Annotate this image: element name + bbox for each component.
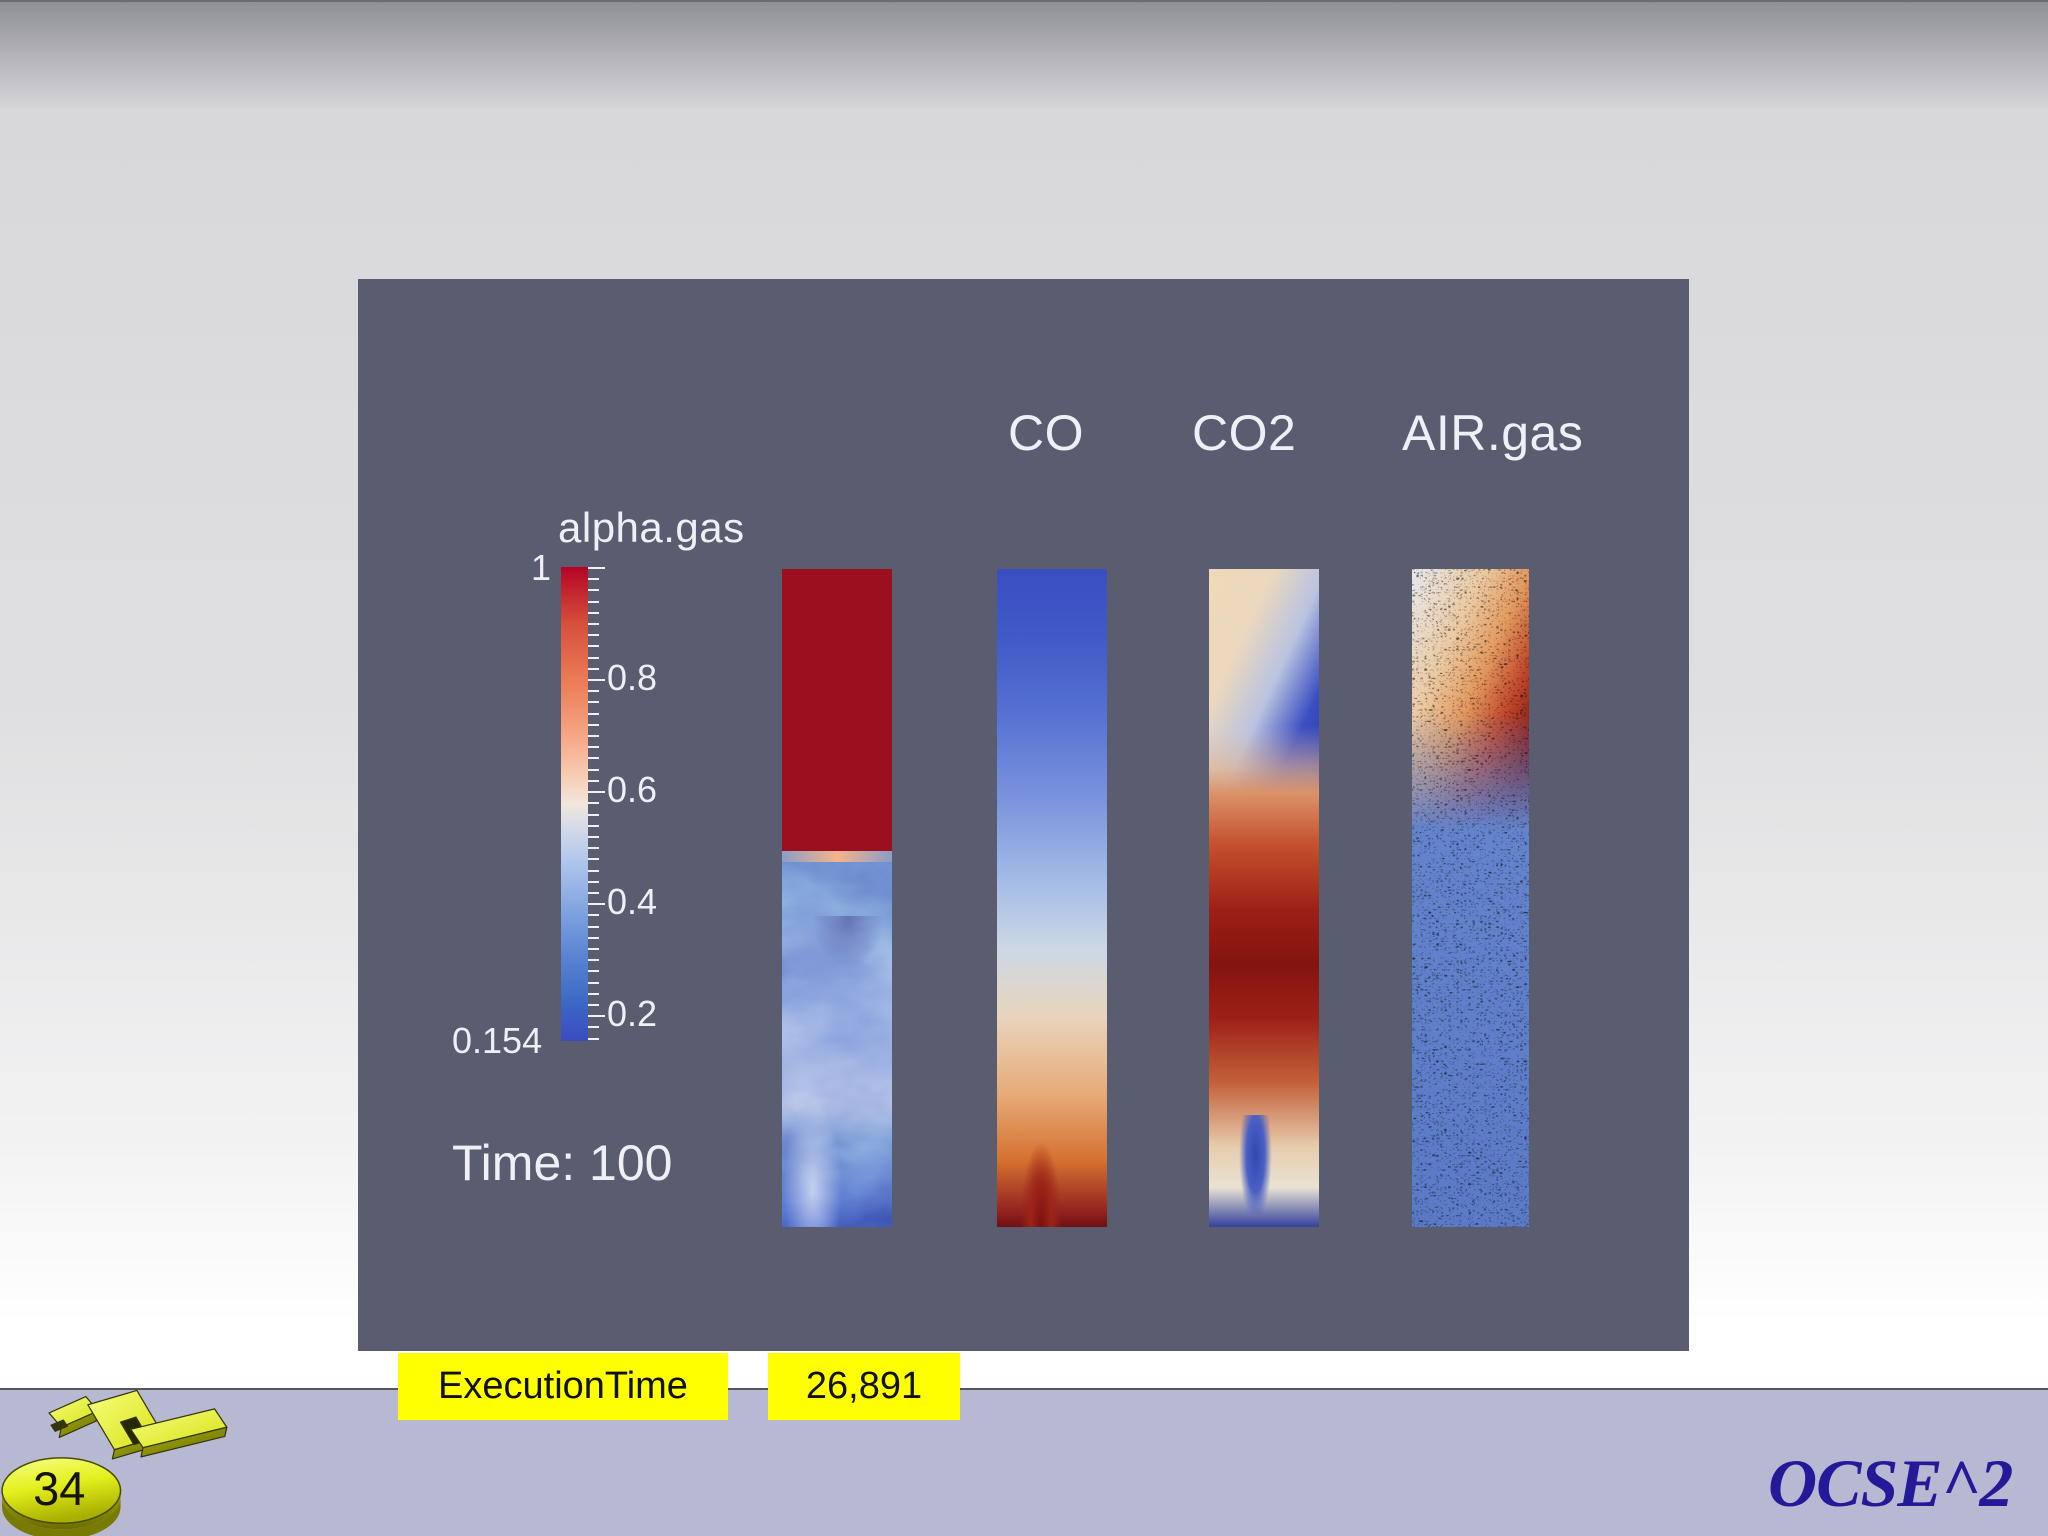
svg-text:34: 34 bbox=[33, 1462, 85, 1515]
